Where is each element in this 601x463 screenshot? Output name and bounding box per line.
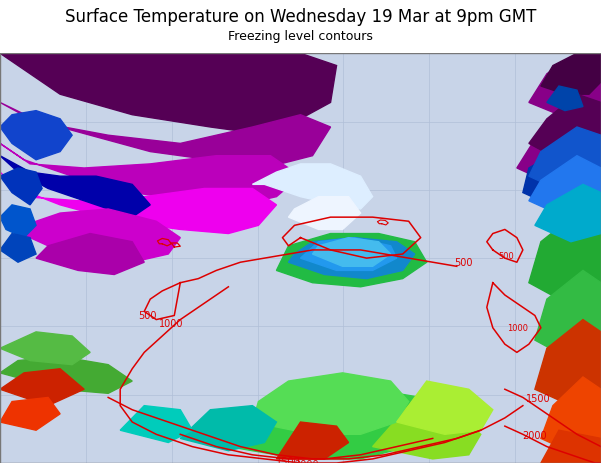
Polygon shape <box>0 357 132 394</box>
Polygon shape <box>228 389 433 459</box>
Text: 1500: 1500 <box>526 394 550 405</box>
Text: 1000: 1000 <box>159 319 183 329</box>
Polygon shape <box>529 127 601 193</box>
Polygon shape <box>0 111 72 160</box>
Polygon shape <box>0 102 331 168</box>
Text: 1500: 1500 <box>276 457 300 463</box>
Polygon shape <box>0 332 90 365</box>
Polygon shape <box>541 430 601 463</box>
Polygon shape <box>300 238 397 270</box>
Polygon shape <box>252 373 409 434</box>
Polygon shape <box>529 53 601 115</box>
Polygon shape <box>276 422 349 459</box>
Polygon shape <box>180 406 276 450</box>
Polygon shape <box>517 119 601 184</box>
Polygon shape <box>541 53 601 94</box>
Polygon shape <box>252 164 373 209</box>
Polygon shape <box>541 377 601 455</box>
Text: 500: 500 <box>454 258 472 268</box>
Text: 500: 500 <box>138 312 156 321</box>
Text: 2000: 2000 <box>294 460 319 463</box>
Polygon shape <box>535 270 601 357</box>
Polygon shape <box>547 86 583 111</box>
Polygon shape <box>0 168 42 205</box>
Polygon shape <box>12 209 180 262</box>
Polygon shape <box>529 94 601 160</box>
Polygon shape <box>288 197 361 230</box>
Polygon shape <box>276 233 427 287</box>
Polygon shape <box>529 156 601 217</box>
Polygon shape <box>288 238 415 279</box>
Polygon shape <box>313 238 391 266</box>
Polygon shape <box>397 381 493 434</box>
Polygon shape <box>36 233 144 275</box>
Text: 2000: 2000 <box>523 432 547 441</box>
Polygon shape <box>529 213 601 299</box>
Polygon shape <box>535 184 601 242</box>
Polygon shape <box>120 406 192 443</box>
Text: 1000: 1000 <box>508 324 528 333</box>
Polygon shape <box>373 406 481 459</box>
Polygon shape <box>523 144 601 209</box>
Polygon shape <box>0 156 150 217</box>
Polygon shape <box>535 319 601 406</box>
Text: Freezing level contours: Freezing level contours <box>228 30 373 43</box>
Polygon shape <box>0 369 84 406</box>
Polygon shape <box>0 397 60 430</box>
Polygon shape <box>0 205 36 238</box>
Polygon shape <box>0 144 300 205</box>
Polygon shape <box>0 172 276 233</box>
Text: 500: 500 <box>498 251 514 261</box>
Polygon shape <box>0 53 337 135</box>
Polygon shape <box>0 233 36 262</box>
Text: Surface Temperature on Wednesday 19 Mar at 9pm GMT: Surface Temperature on Wednesday 19 Mar … <box>65 8 536 26</box>
